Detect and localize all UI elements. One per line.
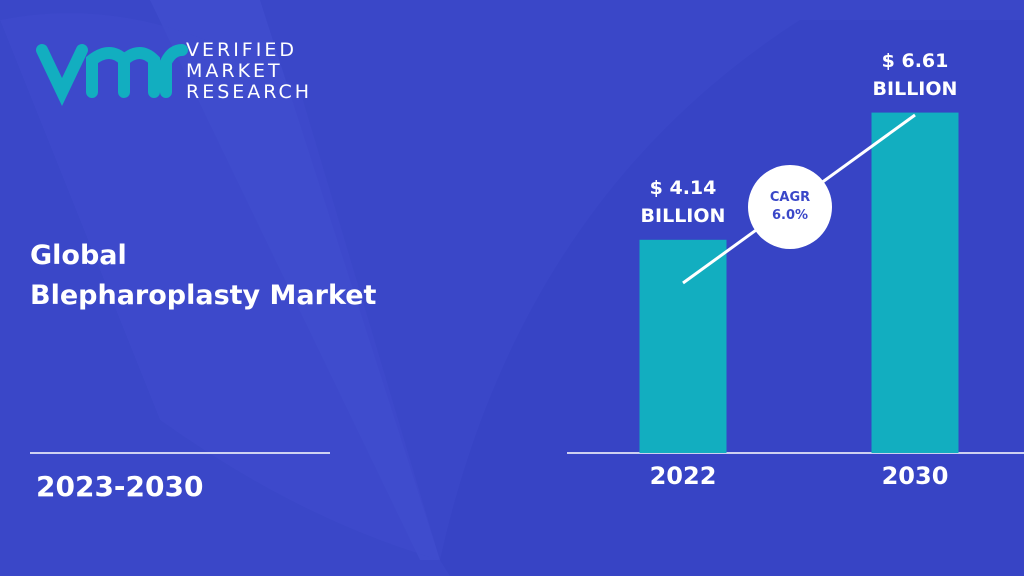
annotation: CAGR 6.0% [769, 190, 811, 223]
chart-title: Global Blepharoplasty Market [30, 240, 377, 311]
value-label: $ 4.14 BILLION [640, 176, 726, 227]
period: 2023-2030 [36, 470, 204, 503]
logo [36, 44, 188, 106]
bg-shape [0, 13, 440, 561]
value-label: $ 6.61 BILLION [872, 49, 958, 100]
x-tick-label: 2030 [881, 462, 949, 490]
cagr-circle [748, 165, 832, 249]
brand: VERIFIED MARKET RESEARCH [186, 39, 313, 103]
bar [639, 239, 727, 453]
bar [871, 112, 959, 454]
x-tick-label: 2022 [649, 462, 717, 490]
